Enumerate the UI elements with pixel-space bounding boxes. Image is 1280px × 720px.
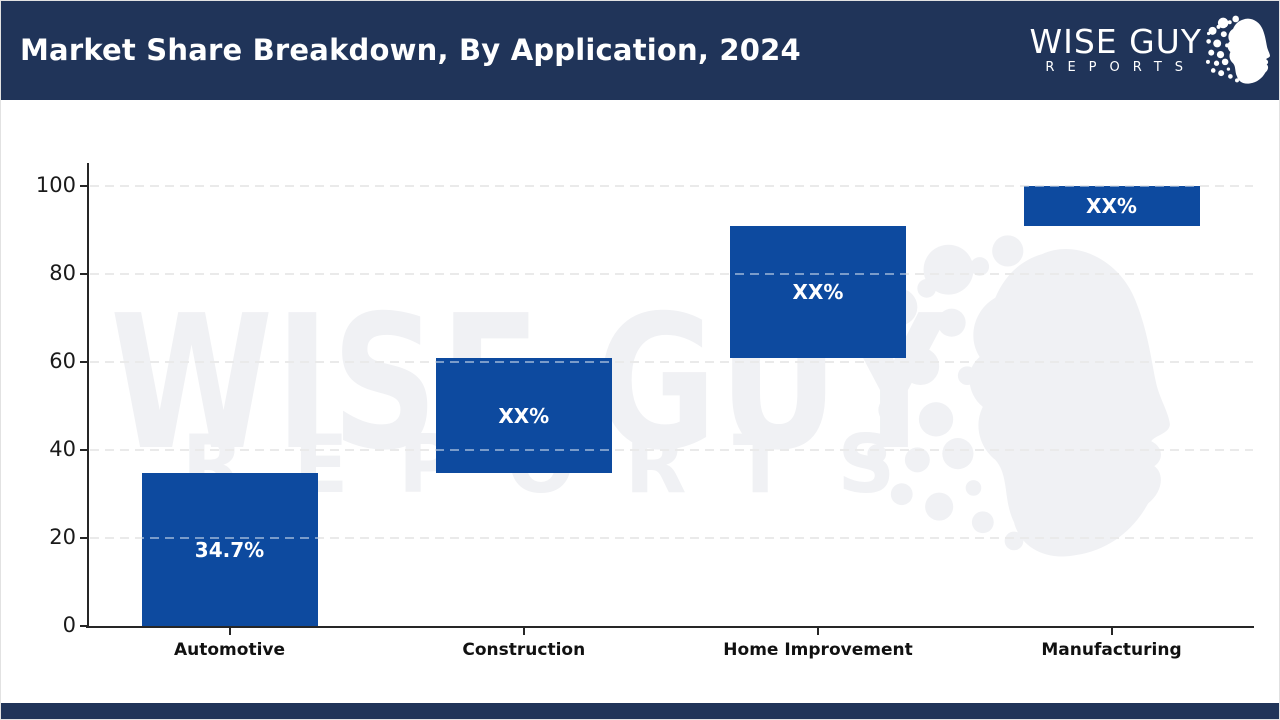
y-tick-mark	[80, 361, 88, 364]
x-tick-mark	[522, 628, 525, 635]
bar-segment: XX%	[435, 357, 612, 474]
y-tick-mark	[80, 185, 88, 188]
x-tick-mark	[228, 628, 231, 635]
gridline-overlay	[90, 185, 1253, 188]
y-tick-label: 100	[35, 173, 76, 198]
brand-name: WISE GUY	[1029, 21, 1202, 61]
y-tick-mark	[80, 449, 88, 452]
chart-title: Market Share Breakdown, By Application, …	[20, 33, 801, 67]
x-axis-line	[86, 626, 1254, 628]
gridline-overlay	[90, 537, 1253, 540]
y-tick-label: 80	[49, 261, 76, 286]
gridline-overlay	[90, 449, 1253, 452]
bar-value-label: XX%	[1086, 194, 1137, 219]
gridline	[90, 185, 1253, 188]
y-tick-mark	[80, 625, 88, 627]
y-tick-label: 0	[62, 613, 76, 637]
y-tick-mark	[80, 537, 88, 540]
y-axis-line	[87, 163, 89, 628]
x-tick-mark	[1110, 628, 1113, 635]
x-tick-mark	[817, 628, 819, 635]
gridline-overlay	[90, 361, 1253, 364]
gridline	[90, 273, 1253, 276]
y-tick-label: 60	[49, 349, 76, 374]
brand-logo-text: WISE GUY REPORTS	[1029, 21, 1202, 76]
brand-subtitle: REPORTS	[1045, 60, 1197, 76]
gridline	[90, 449, 1253, 452]
x-category-label: Automotive	[173, 640, 286, 660]
gridline	[90, 537, 1253, 540]
x-category-label: Home Improvement	[723, 640, 913, 660]
bar-value-label: XX%	[792, 279, 844, 304]
gridline-overlay	[90, 273, 1253, 276]
chart-plot-area: WISE GUY REPORTS 34.7%XX%XX%XX%020406080…	[0, 100, 1280, 703]
bar-segment: 34.7%	[141, 473, 318, 626]
bar-segment: XX%	[730, 225, 906, 358]
bar-value-label: 34.7%	[194, 537, 265, 562]
y-tick-label: 20	[49, 525, 76, 550]
gridline	[90, 361, 1253, 364]
x-category-label: Manufacturing	[1041, 640, 1182, 660]
x-category-label: Construction	[462, 640, 586, 660]
y-tick-label: 40	[49, 437, 76, 462]
y-tick-mark	[80, 273, 88, 276]
bar-value-label: XX%	[498, 403, 550, 428]
head-profile-icon	[1205, 15, 1270, 84]
header: Market Share Breakdown, By Application, …	[0, 0, 1280, 100]
brand-logo: WISE GUY REPORTS	[1029, 0, 1270, 100]
footer-bar	[0, 703, 1280, 720]
bar-segment: XX%	[1023, 186, 1200, 226]
